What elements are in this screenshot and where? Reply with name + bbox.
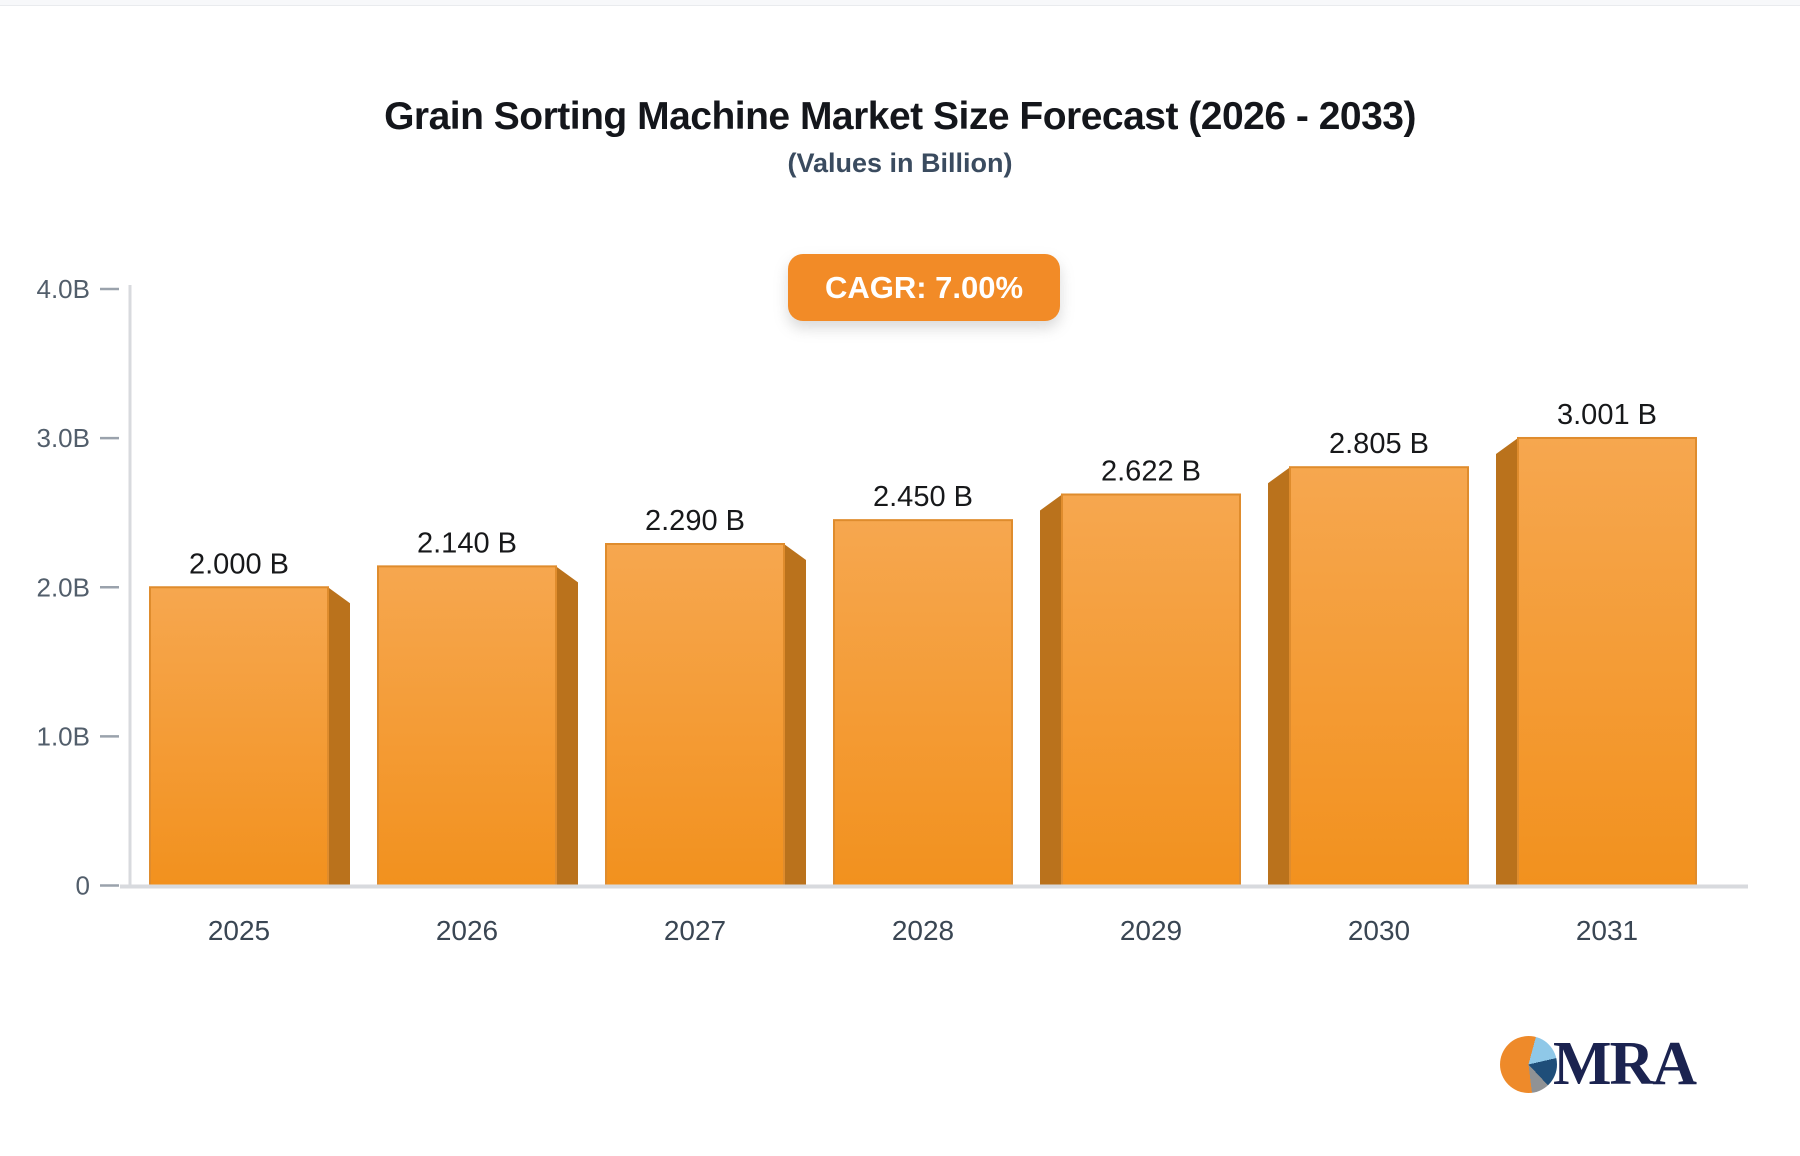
bar-side-2026 bbox=[556, 566, 578, 886]
y-tick-label-3.0B: 3.0B bbox=[37, 423, 91, 453]
x-axis-label-2027: 2027 bbox=[664, 915, 726, 946]
bar-value-label-2026: 2.140 B bbox=[417, 527, 517, 559]
bar-2026[interactable] bbox=[377, 565, 557, 887]
mra-logo-text: MRA bbox=[1553, 1030, 1697, 1098]
x-axis-label-2030: 2030 bbox=[1348, 915, 1410, 946]
bar-value-label-2029: 2.622 B bbox=[1101, 455, 1201, 487]
x-axis-label-2029: 2029 bbox=[1120, 915, 1182, 946]
bar-value-label-2025: 2.000 B bbox=[189, 548, 289, 580]
bar-2025[interactable] bbox=[149, 586, 329, 887]
bar-value-label-2030: 2.805 B bbox=[1329, 428, 1429, 460]
bar-side-2029 bbox=[1040, 494, 1062, 886]
bar-value-label-2031: 3.001 B bbox=[1557, 399, 1657, 431]
top-strip bbox=[0, 0, 1800, 6]
bar-2027[interactable] bbox=[605, 543, 785, 887]
bar-value-label-2027: 2.290 B bbox=[645, 505, 745, 537]
y-tick-label-4.0B: 4.0B bbox=[37, 274, 91, 304]
x-axis-label-2028: 2028 bbox=[892, 915, 954, 946]
bar-side-2025 bbox=[328, 587, 350, 886]
bar-2028[interactable] bbox=[833, 519, 1013, 887]
y-tick-label-0: 0 bbox=[76, 871, 90, 901]
bar-side-2030 bbox=[1268, 467, 1290, 886]
mra-logo-pie-icon bbox=[1500, 1036, 1557, 1093]
bar-2029[interactable] bbox=[1061, 493, 1241, 887]
bar-value-label-2028: 2.450 B bbox=[873, 481, 973, 513]
bar-2030[interactable] bbox=[1289, 466, 1469, 887]
bar-2031[interactable] bbox=[1517, 436, 1697, 887]
mra-logo: MRA bbox=[1500, 1030, 1697, 1098]
x-axis-label-2025: 2025 bbox=[208, 915, 270, 946]
cagr-badge-label: CAGR: 7.00% bbox=[824, 269, 1024, 305]
bar-side-2027 bbox=[784, 544, 806, 886]
x-axis-label-2026: 2026 bbox=[436, 915, 498, 946]
bar-side-2031 bbox=[1496, 437, 1518, 886]
chart-title: Grain Sorting Machine Market Size Foreca… bbox=[384, 95, 1416, 138]
y-tick-label-2.0B: 2.0B bbox=[37, 572, 91, 602]
x-axis-label-2031: 2031 bbox=[1576, 915, 1638, 946]
chart-subtitle: (Values in Billion) bbox=[787, 148, 1013, 178]
cagr-badge: CAGR: 7.00% bbox=[788, 254, 1060, 321]
y-tick-label-1.0B: 1.0B bbox=[37, 721, 91, 751]
